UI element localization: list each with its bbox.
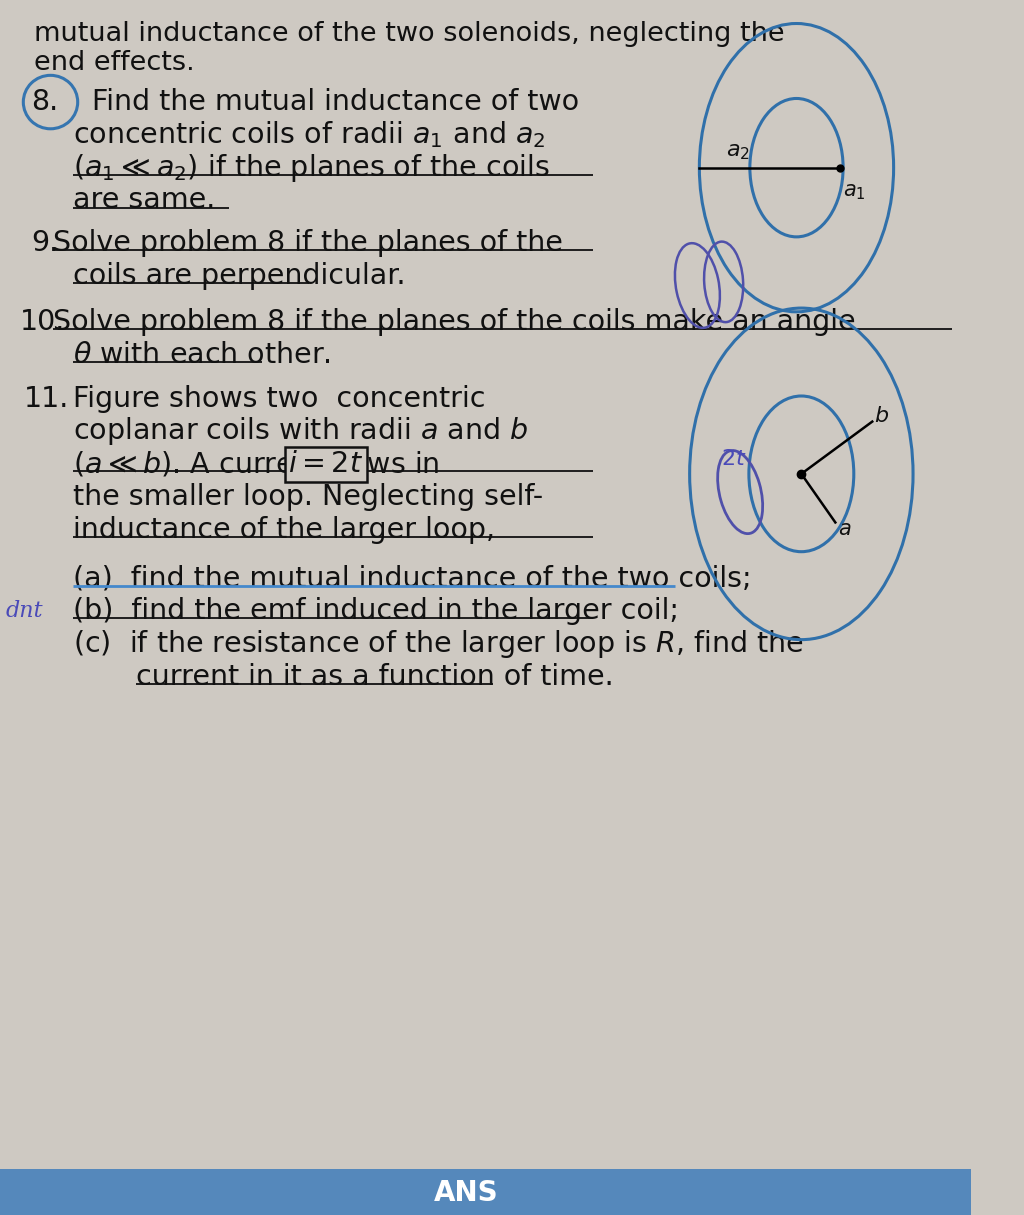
Text: (b)  find the emf induced in the larger coil;: (b) find the emf induced in the larger c… xyxy=(73,597,679,626)
Bar xyxy=(0,1169,972,1215)
Text: dnt: dnt xyxy=(6,600,43,622)
Text: (a)  find the mutual inductance of the two coils;: (a) find the mutual inductance of the tw… xyxy=(73,564,752,593)
Text: $i = 2t$: $i = 2t$ xyxy=(289,450,364,479)
Text: coplanar coils with radii $a$ and $b$: coplanar coils with radii $a$ and $b$ xyxy=(73,416,528,447)
Text: are same.: are same. xyxy=(73,186,215,215)
Text: ANS: ANS xyxy=(434,1179,499,1208)
Text: (c)  if the resistance of the larger loop is $R$, find the: (c) if the resistance of the larger loop… xyxy=(73,628,804,660)
Text: concentric coils of radii $a_1$ and $a_2$: concentric coils of radii $a_1$ and $a_2… xyxy=(73,119,546,151)
Text: Solve problem 8 if the planes of the coils make an angle: Solve problem 8 if the planes of the coi… xyxy=(53,307,856,337)
Text: Figure shows two  concentric: Figure shows two concentric xyxy=(73,384,485,413)
Text: 10.: 10. xyxy=(19,307,65,337)
Text: the smaller loop. Neglecting self-: the smaller loop. Neglecting self- xyxy=(73,482,543,512)
Text: inductance of the larger loop,: inductance of the larger loop, xyxy=(73,515,495,544)
Text: $b$: $b$ xyxy=(874,406,889,425)
Text: current in it as a function of time.: current in it as a function of time. xyxy=(136,662,613,691)
Text: $2t$: $2t$ xyxy=(721,448,746,470)
Text: end effects.: end effects. xyxy=(34,50,195,77)
Text: $a_2$: $a_2$ xyxy=(726,142,751,162)
Text: mutual inductance of the two solenoids, neglecting the: mutual inductance of the two solenoids, … xyxy=(34,21,784,47)
Text: 9.: 9. xyxy=(31,228,58,258)
Text: coils are perpendicular.: coils are perpendicular. xyxy=(73,261,406,290)
Text: $(a_1 \ll a_2)$ if the planes of the coils: $(a_1 \ll a_2)$ if the planes of the coi… xyxy=(73,152,550,183)
Text: $a$: $a$ xyxy=(839,519,852,538)
Text: $a_1$: $a_1$ xyxy=(843,182,865,202)
Text: Find the mutual inductance of two: Find the mutual inductance of two xyxy=(92,87,580,117)
Text: $(a \ll b)$. A current flows in: $(a \ll b)$. A current flows in xyxy=(73,450,439,479)
Text: 11.: 11. xyxy=(25,384,70,413)
Text: 8.: 8. xyxy=(31,87,58,117)
Text: Solve problem 8 if the planes of the: Solve problem 8 if the planes of the xyxy=(53,228,563,258)
Text: $\theta$ with each other.: $\theta$ with each other. xyxy=(73,340,331,369)
